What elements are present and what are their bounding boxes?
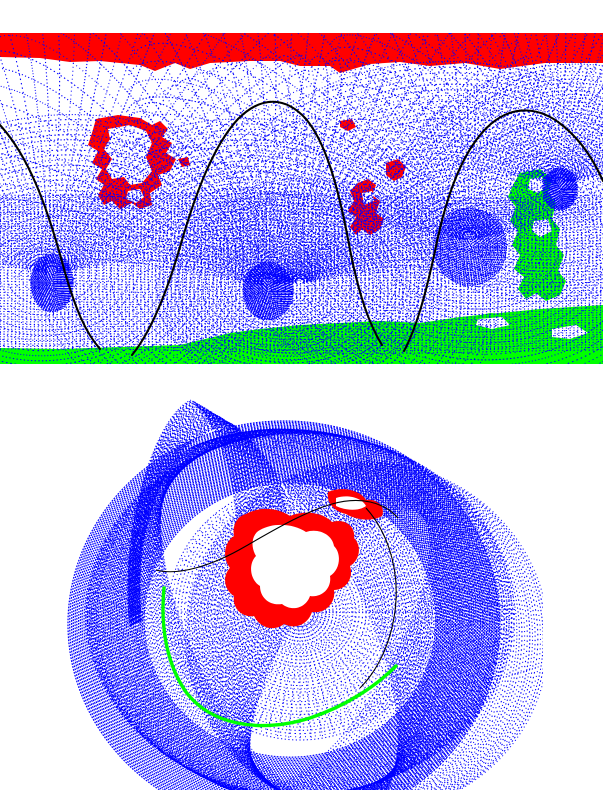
globe-meridian-line — [155, 499, 399, 689]
panel-spherical-3d — [60, 380, 543, 790]
panel-cylindrical-map — [0, 33, 603, 364]
globe-green-arc — [161, 586, 398, 728]
map-blue-streamlines — [0, 33, 603, 364]
map-black-separatrix — [0, 100, 603, 357]
globe-projection-svg — [60, 380, 543, 790]
map-projection-svg — [0, 33, 603, 364]
globe-red-blob-interior — [251, 496, 366, 609]
